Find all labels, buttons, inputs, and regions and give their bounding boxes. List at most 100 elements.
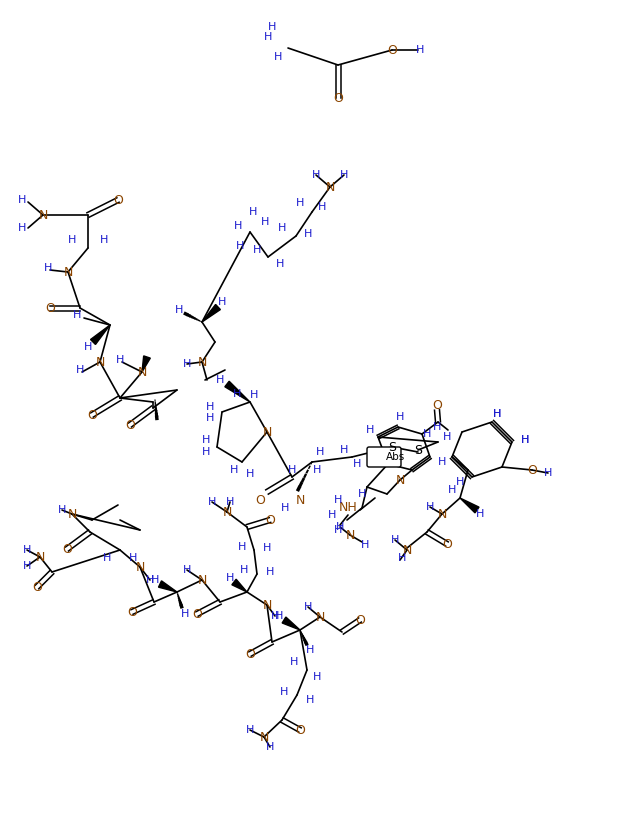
Text: H: H bbox=[103, 553, 111, 563]
Text: O: O bbox=[387, 44, 397, 57]
Text: H: H bbox=[58, 505, 66, 515]
Text: H: H bbox=[226, 573, 234, 583]
Text: H: H bbox=[175, 305, 183, 315]
Text: H: H bbox=[271, 611, 279, 621]
Text: H: H bbox=[44, 263, 52, 273]
Text: H: H bbox=[238, 542, 246, 552]
Text: H: H bbox=[306, 695, 314, 705]
Text: H: H bbox=[250, 390, 258, 400]
Polygon shape bbox=[282, 617, 300, 630]
Text: O: O bbox=[192, 608, 202, 621]
Text: N: N bbox=[403, 544, 412, 557]
Text: N: N bbox=[222, 506, 232, 519]
Text: H: H bbox=[202, 447, 210, 457]
Text: H: H bbox=[433, 422, 441, 432]
Text: H: H bbox=[263, 543, 271, 553]
Text: N: N bbox=[95, 355, 105, 369]
Text: H: H bbox=[423, 429, 431, 439]
Text: H: H bbox=[268, 22, 276, 32]
Text: H: H bbox=[448, 485, 456, 495]
Text: S: S bbox=[414, 443, 422, 456]
Text: H: H bbox=[426, 502, 434, 512]
Text: H: H bbox=[249, 207, 257, 217]
Text: H: H bbox=[521, 435, 529, 445]
Text: H: H bbox=[218, 297, 226, 307]
Text: N: N bbox=[67, 507, 77, 521]
Text: H: H bbox=[206, 413, 214, 423]
Text: N: N bbox=[63, 265, 73, 278]
Text: N: N bbox=[197, 355, 207, 369]
Text: H: H bbox=[84, 342, 92, 352]
Text: H: H bbox=[129, 553, 137, 563]
Text: H: H bbox=[353, 459, 361, 469]
Text: H: H bbox=[416, 45, 424, 55]
Text: H: H bbox=[340, 170, 348, 180]
Text: N: N bbox=[259, 731, 269, 744]
Text: H: H bbox=[278, 223, 286, 233]
Polygon shape bbox=[90, 325, 110, 345]
Text: H: H bbox=[261, 217, 269, 227]
Text: H: H bbox=[521, 435, 529, 445]
Text: H: H bbox=[18, 223, 26, 233]
Text: H: H bbox=[100, 235, 108, 245]
Polygon shape bbox=[460, 498, 479, 513]
Text: N: N bbox=[262, 599, 272, 612]
Text: H: H bbox=[304, 602, 312, 612]
Text: H: H bbox=[116, 355, 124, 365]
Text: H: H bbox=[313, 672, 321, 682]
Text: O: O bbox=[255, 493, 265, 507]
Text: H: H bbox=[336, 522, 344, 532]
Text: H: H bbox=[230, 465, 238, 475]
Text: H: H bbox=[456, 477, 464, 487]
Text: H: H bbox=[328, 510, 336, 520]
Text: H: H bbox=[216, 375, 224, 385]
Text: H: H bbox=[266, 567, 274, 577]
Text: O: O bbox=[355, 613, 365, 626]
Text: O: O bbox=[45, 301, 55, 314]
Text: H: H bbox=[266, 742, 274, 752]
Text: H: H bbox=[151, 575, 159, 585]
Text: H: H bbox=[476, 509, 484, 519]
Text: H: H bbox=[183, 359, 191, 369]
Text: H: H bbox=[358, 489, 366, 499]
Text: H: H bbox=[23, 545, 31, 555]
Text: H: H bbox=[391, 535, 399, 545]
Text: H: H bbox=[313, 465, 321, 475]
Text: H: H bbox=[334, 525, 342, 535]
Text: N: N bbox=[346, 529, 355, 542]
Text: N: N bbox=[35, 551, 45, 563]
Text: O: O bbox=[113, 194, 123, 207]
Text: H: H bbox=[183, 565, 191, 575]
Text: H: H bbox=[493, 409, 501, 419]
Text: Abs: Abs bbox=[387, 452, 406, 462]
Text: H: H bbox=[281, 503, 289, 513]
Text: H: H bbox=[290, 657, 298, 667]
Text: H: H bbox=[68, 235, 76, 245]
Text: H: H bbox=[318, 202, 326, 212]
Text: H: H bbox=[274, 52, 282, 62]
Text: H: H bbox=[18, 195, 26, 205]
Text: H: H bbox=[443, 432, 451, 442]
Text: N: N bbox=[396, 474, 404, 487]
Text: S: S bbox=[388, 441, 396, 453]
Text: N: N bbox=[138, 365, 147, 378]
Text: N: N bbox=[197, 574, 207, 586]
Text: O: O bbox=[442, 538, 452, 551]
Text: N: N bbox=[135, 561, 145, 574]
Text: N: N bbox=[325, 181, 335, 194]
FancyBboxPatch shape bbox=[367, 447, 401, 467]
Text: O: O bbox=[333, 91, 343, 104]
Text: H: H bbox=[246, 469, 254, 479]
Text: H: H bbox=[396, 412, 404, 422]
Text: H: H bbox=[544, 468, 552, 478]
Text: O: O bbox=[32, 580, 42, 594]
Text: H: H bbox=[246, 725, 254, 735]
Text: H: H bbox=[334, 495, 342, 505]
Text: NH: NH bbox=[339, 501, 357, 513]
Text: H: H bbox=[236, 241, 244, 251]
Polygon shape bbox=[142, 355, 150, 372]
Text: H: H bbox=[275, 611, 283, 621]
Text: H: H bbox=[76, 365, 84, 375]
Text: H: H bbox=[264, 32, 272, 42]
Text: N: N bbox=[262, 425, 272, 438]
